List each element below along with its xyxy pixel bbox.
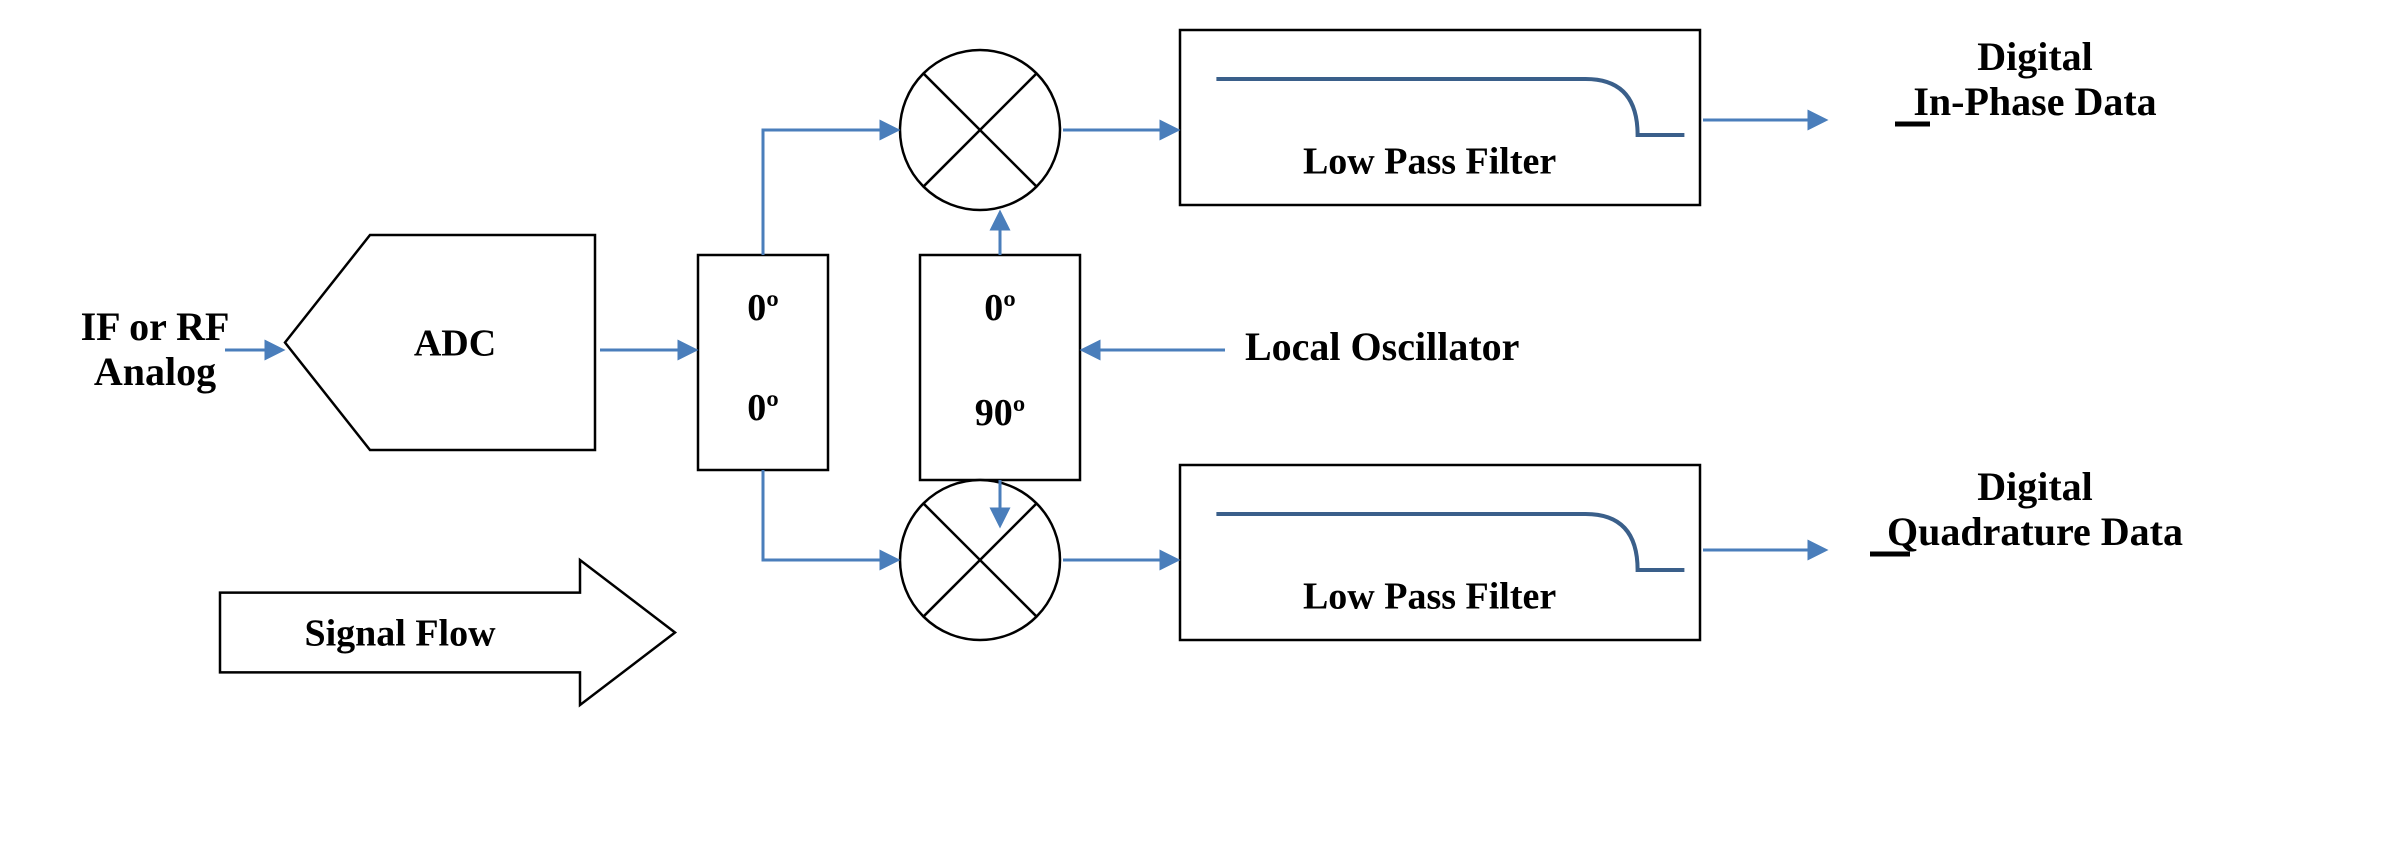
local-oscillator-label: Local Oscillator	[1245, 324, 1519, 369]
splitter-top-label: 0º	[747, 287, 779, 329]
splitter-bot-label: 0º	[747, 387, 779, 429]
edge-split-to-mixB	[763, 470, 897, 560]
out-top-line2: In-Phase Data	[1913, 79, 2156, 124]
out-bot-line2: Quadrature Data	[1887, 509, 2183, 554]
lo-bot-label: 90º	[975, 392, 1026, 434]
adc-label: ADC	[414, 323, 496, 365]
out-bot-line1: Digital	[1977, 464, 2093, 509]
lpf-top-block-label: Low Pass Filter	[1303, 141, 1556, 183]
lo-top-label: 0º	[984, 287, 1016, 329]
lpf-bot-block-label: Low Pass Filter	[1303, 576, 1556, 618]
signal-flow-label: Signal Flow	[304, 613, 496, 655]
out-top-line1: Digital	[1977, 34, 2093, 79]
edge-split-to-mixT	[763, 130, 897, 255]
input-label-line1: IF or RF	[81, 304, 230, 349]
input-label-line2: Analog	[94, 349, 216, 394]
